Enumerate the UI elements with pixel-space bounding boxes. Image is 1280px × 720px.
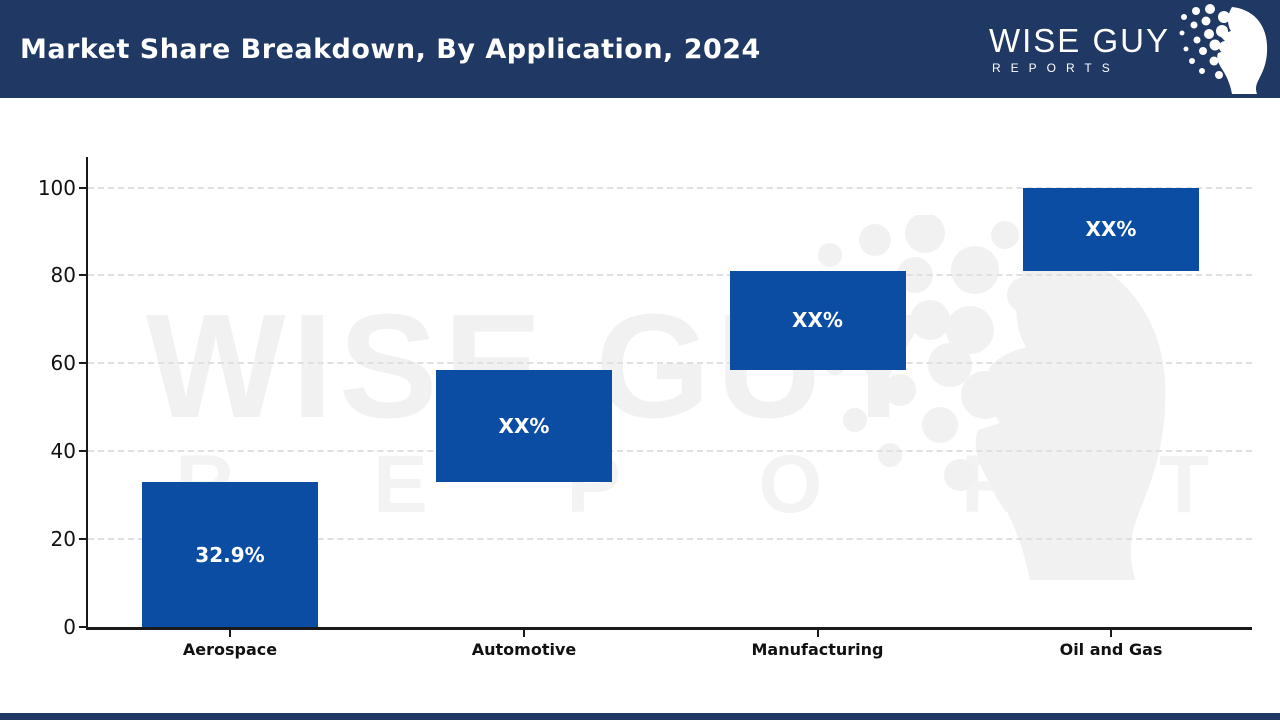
y-tick-mark [79, 362, 87, 365]
y-gridline [88, 362, 1252, 365]
header-band: Market Share Breakdown, By Application, … [0, 0, 1280, 98]
logo-subtitle: REPORTS [991, 60, 1120, 75]
y-tick-label: 0 [63, 615, 76, 639]
bar-value-label: XX% [1085, 217, 1137, 242]
x-category-label: Manufacturing [751, 640, 884, 659]
x-axis-spine [86, 627, 1252, 630]
bar-automotive: XX% [436, 370, 612, 483]
x-category-label: Automotive [471, 640, 577, 659]
bar-value-label: XX% [792, 308, 843, 333]
logo-text: WISE GUY REPORTS [988, 21, 1170, 75]
y-tick-mark [79, 274, 87, 277]
x-tick-mark [523, 629, 525, 637]
bar-value-label: 32.9% [195, 542, 265, 567]
y-gridline [88, 274, 1252, 277]
y-tick-label: 40 [50, 439, 76, 464]
bar-manufacturing: XX% [729, 270, 906, 371]
y-tick-label: 100 [37, 175, 76, 200]
logo-wordmark: WISE GUY [988, 21, 1170, 59]
wise-guy-reports-logo: WISE GUY REPORTS [989, 3, 1280, 95]
y-tick-label: 80 [50, 263, 76, 288]
footer-band [0, 713, 1280, 720]
y-tick-mark [79, 450, 87, 453]
y-tick-label: 20 [50, 527, 76, 552]
y-tick-mark [79, 186, 87, 189]
y-gridline [88, 186, 1252, 189]
bar-oil-and-gas: XX% [1023, 187, 1199, 271]
bar-aerospace: 32.9% [142, 482, 318, 627]
y-tick-label: 60 [50, 351, 76, 376]
x-tick-mark [816, 629, 819, 637]
x-tick-mark [1110, 629, 1112, 637]
y-gridline [88, 450, 1252, 453]
x-category-label: Oil and Gas [1059, 640, 1163, 659]
y-axis-spine [86, 157, 88, 630]
x-tick-mark [229, 629, 231, 637]
y-gridline [88, 538, 1252, 541]
y-tick-mark [79, 538, 87, 541]
bar-value-label: XX% [498, 414, 550, 439]
x-category-label: Aerospace [182, 640, 278, 659]
page-title: Market Share Breakdown, By Application, … [20, 33, 761, 65]
y-tick-mark [79, 626, 87, 628]
dotted-head-profile-icon [1179, 4, 1268, 94]
